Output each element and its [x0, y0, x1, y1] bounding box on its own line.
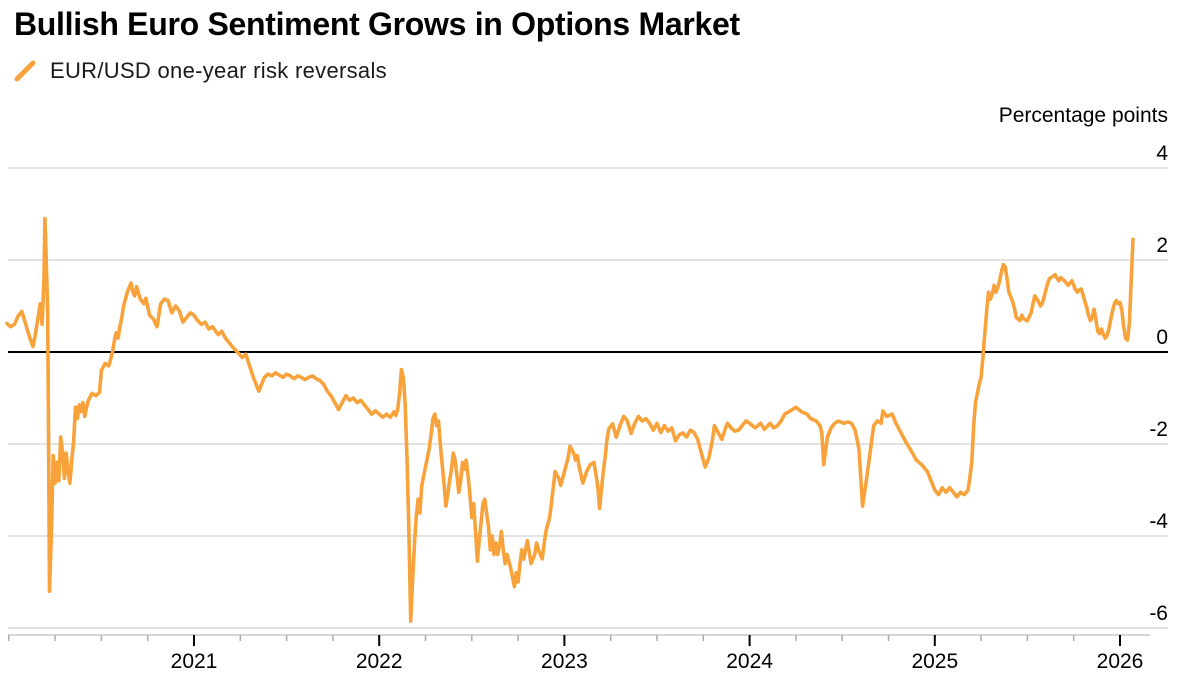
x-tick-label: 2026: [1097, 650, 1144, 673]
x-tick-label: 2021: [171, 650, 218, 673]
x-tick-label: 2022: [356, 650, 403, 673]
legend: EUR/USD one-year risk reversals: [14, 58, 387, 84]
legend-label: EUR/USD one-year risk reversals: [50, 58, 387, 83]
y-axis-unit-label: Percentage points: [998, 104, 1168, 127]
y-tick-label: 4: [1156, 142, 1168, 165]
chart-title: Bullish Euro Sentiment Grows in Options …: [14, 6, 740, 42]
y-tick-label: -6: [1149, 602, 1168, 625]
series-slash-icon: [14, 60, 36, 82]
y-tick-label: -2: [1149, 418, 1168, 441]
y-tick-label: 0: [1156, 326, 1168, 349]
x-tick-label: 2024: [726, 650, 773, 673]
series-line: [5, 216, 1135, 623]
x-tick-label: 2023: [541, 650, 588, 673]
y-tick-label: 2: [1156, 234, 1168, 257]
y-tick-label: -4: [1149, 510, 1168, 533]
x-tick-label: 2025: [911, 650, 958, 673]
